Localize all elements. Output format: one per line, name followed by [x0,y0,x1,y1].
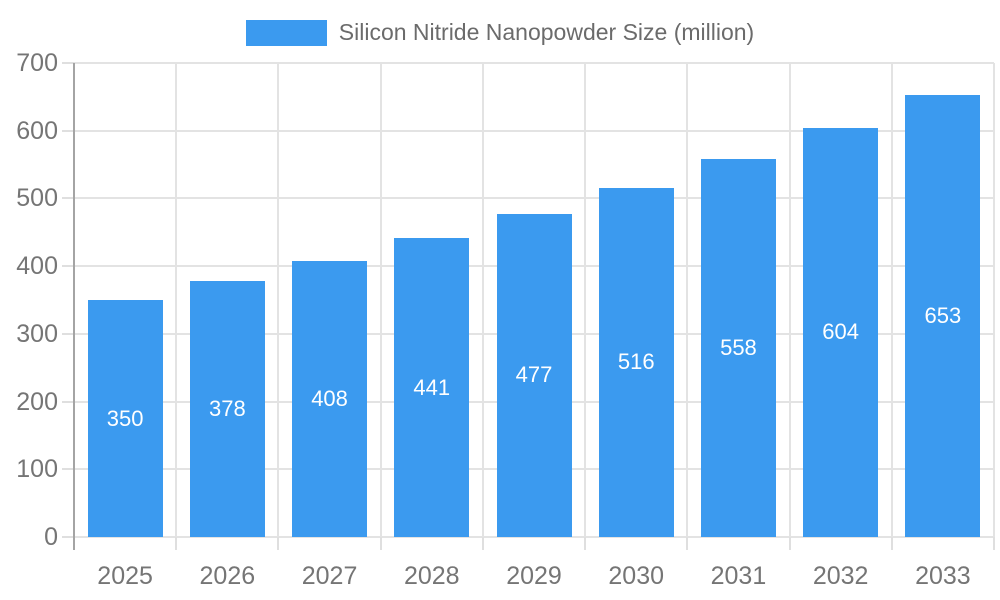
bar-value-label: 408 [311,385,348,411]
y-axis-label: 700 [16,49,58,77]
x-axis-label: 2031 [710,562,767,590]
x-gridline [175,63,178,537]
x-tick [788,537,791,550]
x-tick [175,537,178,550]
y-axis-line [73,63,75,550]
y-axis-label: 500 [16,184,58,213]
legend-swatch [245,19,327,46]
x-gridline [379,63,382,537]
x-gridline [788,63,791,537]
x-axis-label: 2029 [506,562,562,590]
x-gridline [481,63,484,537]
bar-2030[interactable]: 516 [598,187,674,537]
y-tick [62,197,74,200]
x-tick [481,537,484,550]
y-tick [62,332,74,335]
x-gridline [584,63,587,537]
y-axis-label: 100 [16,455,58,484]
x-gridline [890,63,893,537]
bar-2028[interactable]: 441 [394,238,470,537]
x-axis-label: 2025 [97,562,153,590]
y-axis-label: 200 [16,387,58,416]
x-axis-label: 2027 [301,562,358,590]
x-tick [584,537,587,550]
x-axis-label: 2033 [915,562,971,590]
legend-series-label: Silicon Nitride Nanopowder Size (million… [338,19,755,45]
bar-value-label: 604 [822,319,860,345]
y-tick [62,536,74,538]
x-axis-label: 2028 [403,562,460,590]
x-gridline [993,63,995,537]
y-axis-label: 0 [44,523,58,551]
x-axis-label: 2032 [812,562,869,590]
bar-2031[interactable]: 558 [700,159,776,537]
x-gridline [277,63,280,537]
bar-value-label: 477 [515,362,553,388]
y-axis-label: 300 [16,319,58,348]
bar-value-label: 441 [413,374,451,400]
bar-value-label: 558 [720,335,757,361]
legend[interactable]: Silicon Nitride Nanopowder Size (million… [0,19,1000,46]
x-tick [277,537,280,550]
bar-2033[interactable]: 653 [905,94,981,537]
y-gridline [74,536,994,538]
y-gridline [74,129,994,132]
bar-2026[interactable]: 378 [189,281,265,537]
bar-value-label: 350 [106,405,144,431]
bar-value-label: 653 [924,302,962,328]
bar-value-label: 378 [208,396,246,421]
y-axis-label: 600 [16,116,58,145]
y-gridline [74,197,994,200]
bar-2029[interactable]: 477 [496,214,572,537]
x-axis-label: 2030 [608,562,665,590]
x-tick [890,537,893,550]
y-tick [62,400,74,403]
bar-value-label: 516 [617,349,655,375]
x-tick [993,537,995,550]
y-tick [62,265,74,268]
y-tick [62,468,74,471]
x-tick [686,537,689,550]
y-tick [62,62,74,64]
x-gridline [686,63,689,537]
y-axis-label: 400 [16,252,58,281]
y-gridline [74,62,994,64]
bar-2025[interactable]: 350 [87,300,163,537]
x-axis-label: 2026 [199,562,256,590]
bar-2032[interactable]: 604 [803,128,879,537]
bar-2027[interactable]: 408 [292,260,368,537]
y-tick [62,129,74,132]
x-tick [379,537,382,550]
